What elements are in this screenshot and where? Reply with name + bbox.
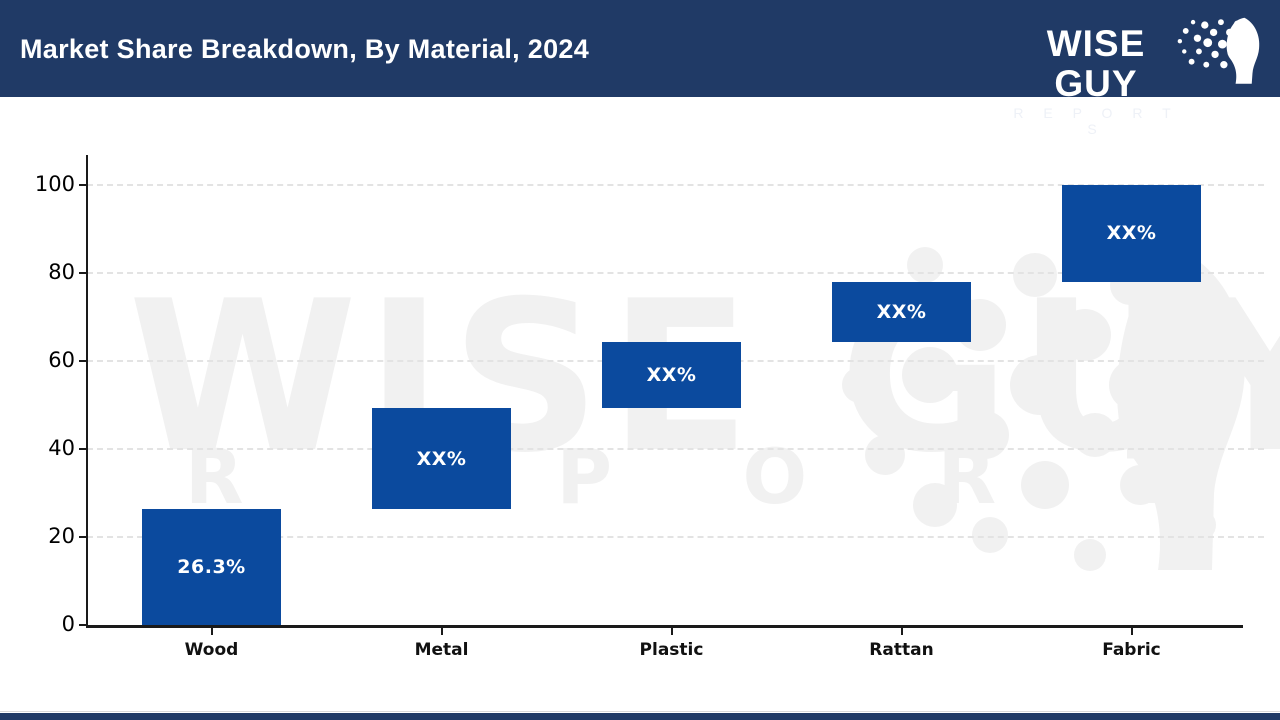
x-tick-metal — [440, 627, 443, 635]
y-tick-label-80: 80 — [48, 260, 75, 284]
y-tick-60 — [79, 360, 87, 362]
y-tick-0 — [79, 624, 87, 626]
x-label-rattan: Rattan — [869, 640, 934, 660]
bar-value-label-rattan: XX% — [876, 300, 927, 323]
x-label-wood: Wood — [184, 640, 239, 660]
brand-subtitle: R E P O R T S — [1013, 105, 1179, 137]
y-tick-label-20: 20 — [48, 524, 75, 548]
brand-name: WISE GUY — [1046, 23, 1146, 104]
bar-plastic: XX% — [602, 342, 741, 409]
bar-wood: 26.3% — [142, 509, 281, 625]
gridline-100 — [87, 184, 1264, 186]
y-tick-label-0: 0 — [61, 612, 75, 636]
gridline-80 — [87, 272, 1264, 274]
bar-value-label-plastic: XX% — [646, 364, 697, 387]
x-tick-fabric — [1130, 627, 1133, 635]
x-label-fabric: Fabric — [1102, 640, 1161, 660]
header-bar: Market Share Breakdown, By Material, 202… — [0, 0, 1280, 137]
y-tick-80 — [79, 272, 87, 274]
x-label-plastic: Plastic — [639, 640, 704, 660]
bar-value-label-metal: XX% — [416, 447, 467, 470]
y-tick-label-100: 100 — [34, 172, 75, 196]
brand-logo: WISE GUY R E P O R T S — [1012, 8, 1262, 137]
y-tick-label-60: 60 — [48, 348, 75, 372]
gridline-40 — [87, 448, 1264, 450]
y-tick-40 — [79, 448, 87, 450]
x-tick-rattan — [900, 627, 903, 635]
x-label-metal: Metal — [414, 640, 469, 660]
page-title: Market Share Breakdown, By Material, 202… — [20, 34, 590, 64]
bar-value-label-wood: 26.3% — [177, 556, 246, 579]
footer-bar — [0, 713, 1280, 720]
y-tick-20 — [79, 536, 87, 538]
bar-value-label-fabric: XX% — [1106, 222, 1157, 245]
gridline-20 — [87, 536, 1264, 538]
x-axis-line — [86, 625, 1243, 628]
bar-rattan: XX% — [832, 281, 971, 343]
footer-divider — [0, 711, 1280, 712]
y-tick-100 — [79, 184, 87, 186]
brand-head-icon — [1177, 17, 1260, 84]
bar-metal: XX% — [372, 408, 511, 510]
y-tick-label-40: 40 — [48, 436, 75, 460]
x-tick-wood — [210, 627, 213, 635]
brand-logo-text: WISE GUY R E P O R T S — [1012, 23, 1180, 138]
y-axis-line — [86, 155, 88, 627]
x-tick-plastic — [670, 627, 673, 635]
bar-fabric: XX% — [1062, 185, 1201, 282]
